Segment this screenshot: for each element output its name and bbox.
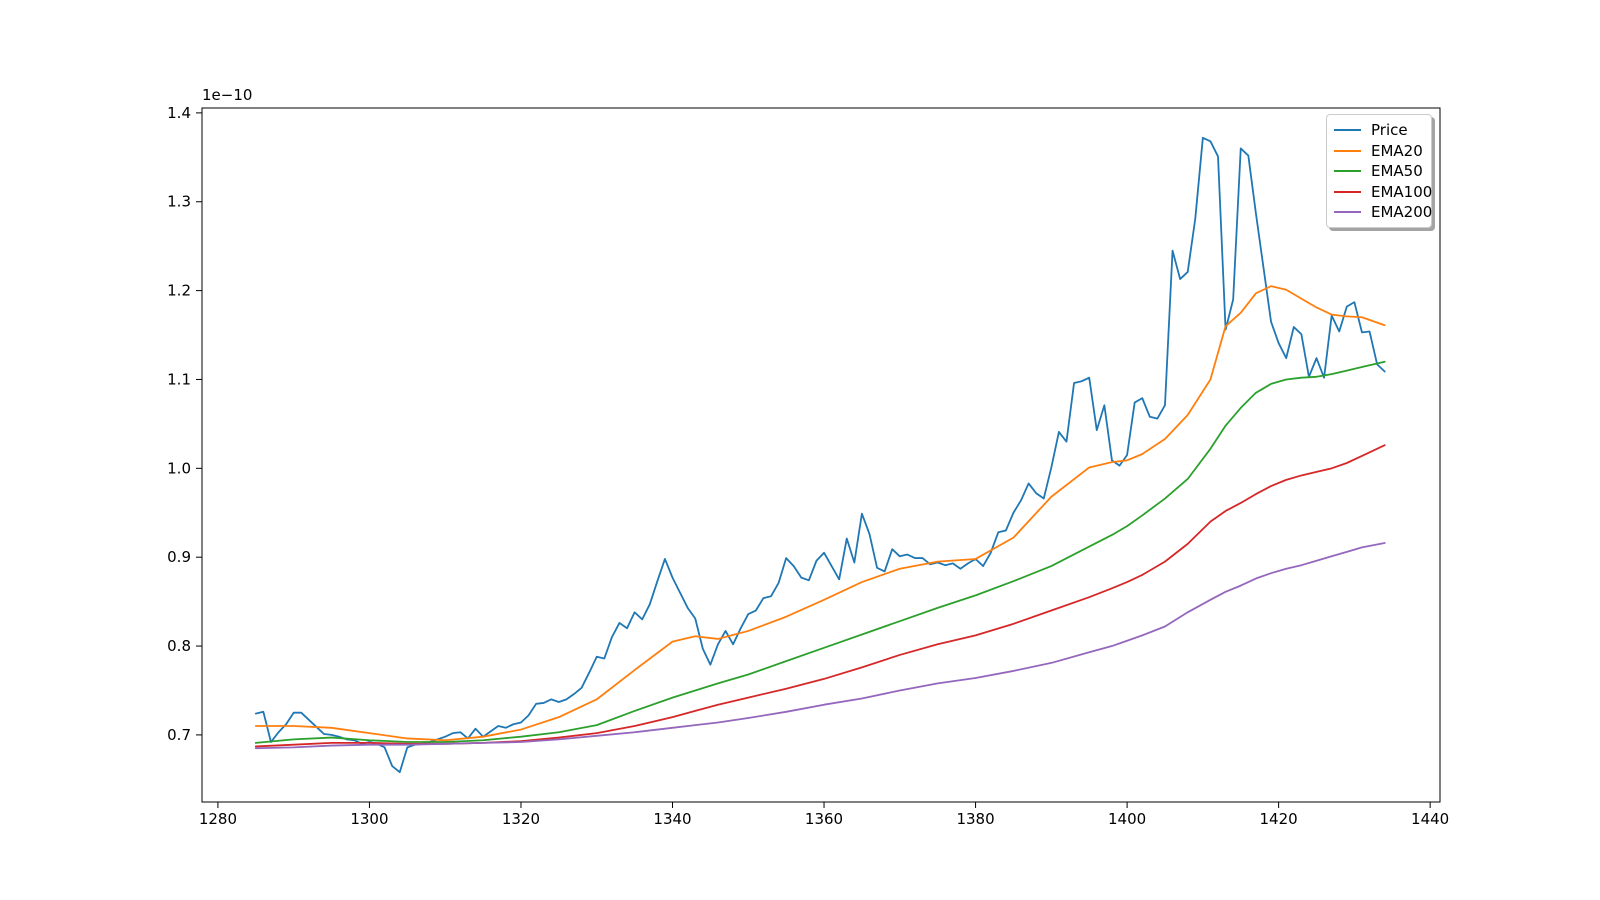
y-tick-label: 1.0 <box>167 459 191 477</box>
x-tick-label: 1360 <box>805 810 843 828</box>
legend-item-ema20: EMA20 <box>1334 141 1424 162</box>
x-tick-label: 1280 <box>199 810 237 828</box>
series-line-ema20 <box>254 285 1386 742</box>
y-tick-label: 0.9 <box>167 548 191 566</box>
series-line-ema100 <box>254 444 1386 748</box>
legend-label-ema200: EMA200 <box>1371 203 1433 222</box>
legend-line-sample-ema200 <box>1334 211 1361 214</box>
legend-label-ema50: EMA50 <box>1371 162 1423 181</box>
y-tick-label: 1.2 <box>167 282 191 300</box>
legend-label-price: Price <box>1371 121 1408 140</box>
y-axis-offset-label: 1e−10 <box>202 86 252 104</box>
legend-label-ema20: EMA20 <box>1371 141 1423 160</box>
series-line-ema200 <box>254 542 1386 750</box>
legend-label-ema100: EMA100 <box>1371 182 1433 201</box>
legend-line-sample-ema50 <box>1334 170 1361 173</box>
legend-item-ema100: EMA100 <box>1334 182 1432 203</box>
legend-item-ema200: EMA200 <box>1334 202 1432 223</box>
y-tick-label: 1.3 <box>167 193 191 211</box>
y-tick-label: 1.4 <box>167 104 191 122</box>
x-tick-label: 1440 <box>1411 810 1449 828</box>
x-tick-label: 1420 <box>1260 810 1298 828</box>
x-tick-label: 1400 <box>1108 810 1146 828</box>
y-tick-label: 0.8 <box>167 637 191 655</box>
x-tick-label: 1380 <box>956 810 994 828</box>
y-tick-label: 1.1 <box>167 370 191 388</box>
x-axis: 1280 1300 1320 1340 1360 1380 1400 1420 1440 <box>199 802 1449 828</box>
plot-frame <box>201 107 1441 803</box>
series-line-ema50 <box>254 360 1386 744</box>
x-tick-label: 1340 <box>653 810 691 828</box>
legend-line-sample-ema20 <box>1334 149 1361 152</box>
x-tick-label: 1300 <box>350 810 388 828</box>
y-axis: 0.7 0.8 0.9 1.0 1.1 1.2 1.3 1.4 <box>167 104 202 744</box>
legend-line-sample-price <box>1334 129 1361 132</box>
legend-item-price: Price <box>1334 120 1424 141</box>
y-tick-label: 0.7 <box>167 726 191 744</box>
series-line-price <box>254 136 1386 774</box>
legend-item-ema50: EMA50 <box>1334 161 1424 182</box>
x-tick-label: 1320 <box>502 810 540 828</box>
legend-line-sample-ema100 <box>1334 190 1361 193</box>
legend: Price EMA20 EMA50 EMA100 EMA200 <box>1326 114 1432 228</box>
